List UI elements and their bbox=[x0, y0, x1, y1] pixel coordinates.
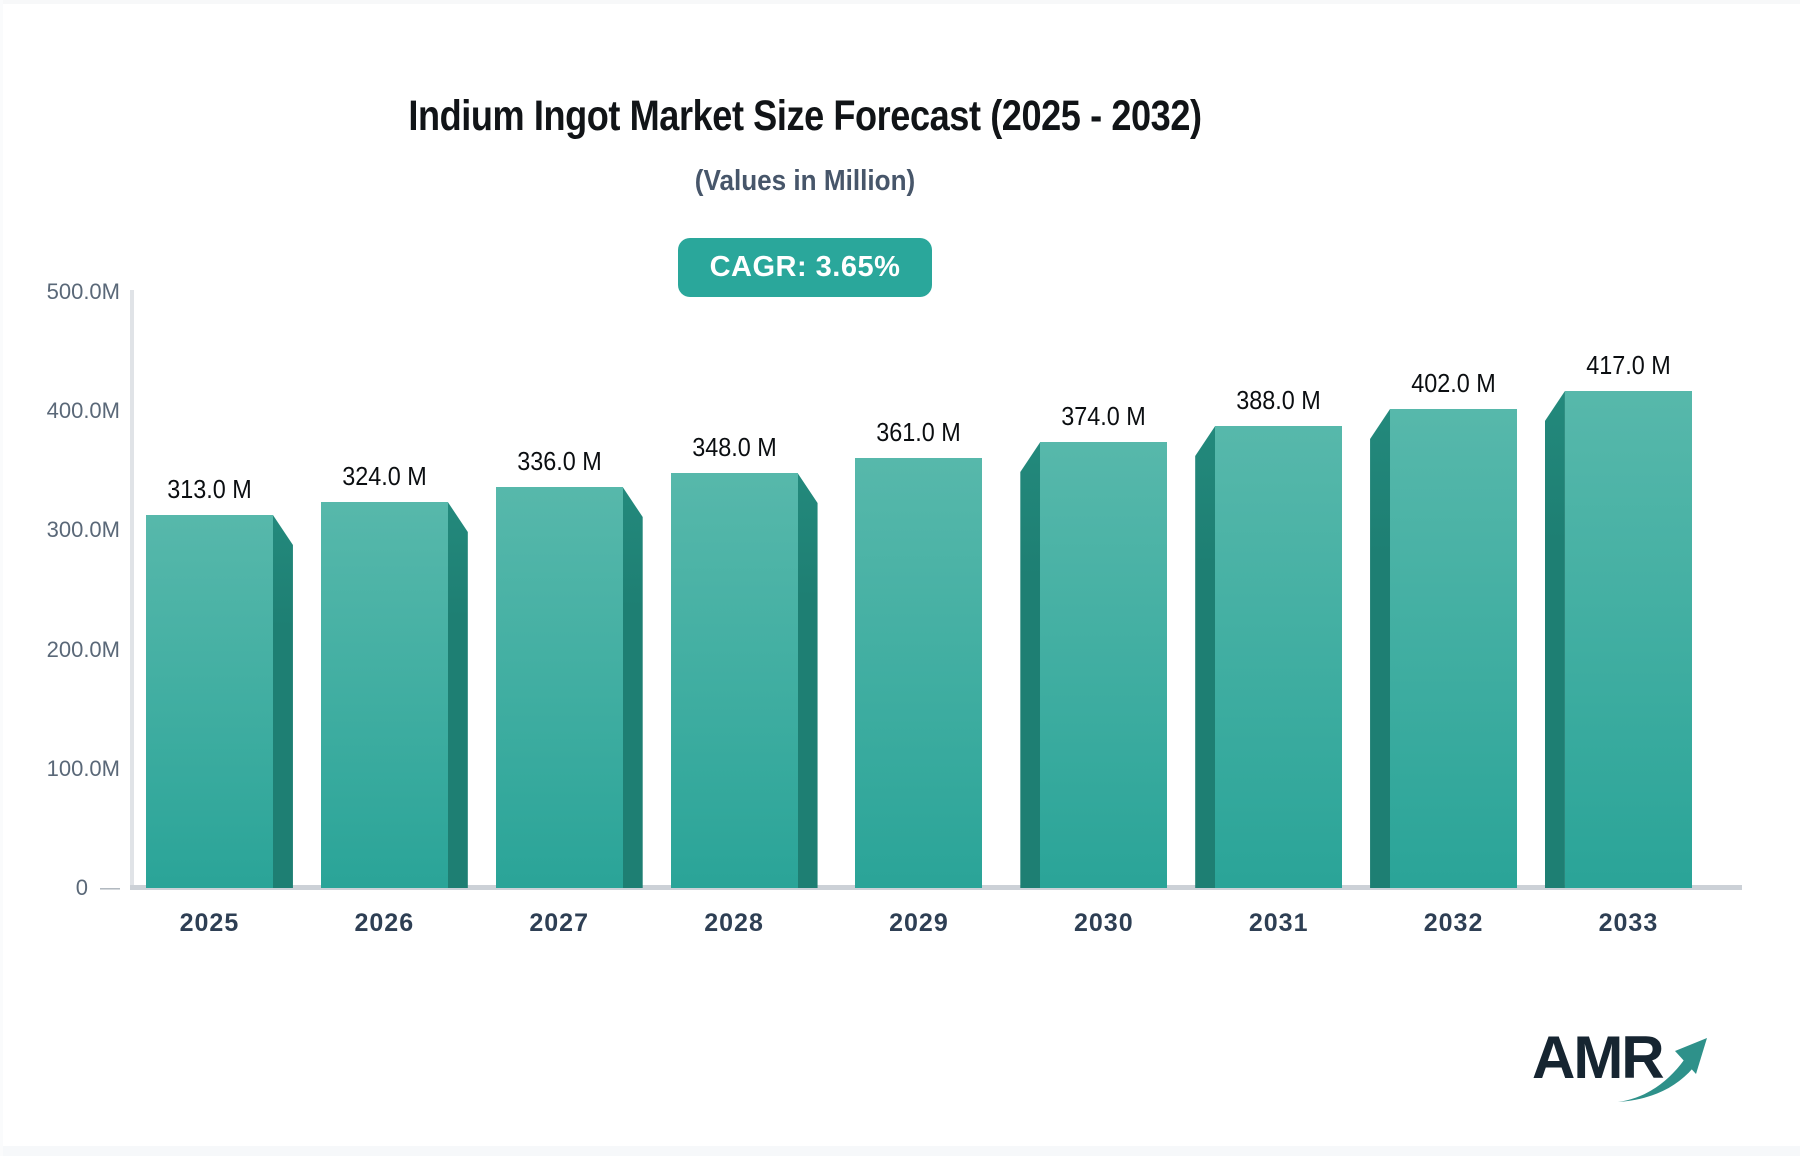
x-axis-label: 2029 bbox=[889, 909, 949, 937]
bar-side-face bbox=[1544, 391, 1565, 888]
zero-tick-dash: — bbox=[100, 877, 120, 899]
y-axis-label: 500.0M bbox=[46, 279, 120, 304]
bar-front-face bbox=[1390, 409, 1518, 888]
y-axis-label: 400.0M bbox=[46, 398, 120, 424]
growth-arrow-icon bbox=[1618, 1038, 1707, 1102]
bar-side-face bbox=[1195, 426, 1216, 888]
bar-side-face bbox=[622, 487, 643, 888]
bar-column-2028: 348.0 M 2028 bbox=[670, 292, 818, 937]
x-axis-label: 2028 bbox=[704, 909, 764, 937]
y-axis-line bbox=[130, 290, 134, 888]
chart-title: Indium Ingot Market Size Forecast (2025 … bbox=[408, 92, 1202, 140]
x-axis-label: 2030 bbox=[1074, 909, 1134, 937]
bar-2026 bbox=[320, 502, 468, 888]
bar-front-face bbox=[145, 515, 273, 888]
bar-value-label: 388.0 M bbox=[1236, 385, 1321, 415]
bar-value-label: 348.0 M bbox=[691, 432, 777, 462]
x-axis-label: 2031 bbox=[1248, 909, 1309, 937]
bar-column-2029: 361.0 M 2029 bbox=[845, 292, 992, 937]
bar-side-face bbox=[447, 502, 468, 888]
chart-header: Indium Ingot Market Size Forecast (2025 … bbox=[0, 0, 1610, 297]
bar-front-face bbox=[670, 473, 798, 888]
bar-2031 bbox=[1195, 426, 1343, 888]
bar-value-label: 324.0 M bbox=[342, 461, 427, 491]
bar-column-2033: 417.0 M 2033 bbox=[1544, 292, 1692, 937]
bar-column-2032: 402.0 M 2032 bbox=[1370, 292, 1518, 937]
chart-subtitle: (Values in Million) bbox=[694, 165, 916, 197]
bar-front-face bbox=[1215, 426, 1343, 888]
y-axis-label: 100.0M bbox=[46, 755, 120, 781]
bar-front-face bbox=[1040, 442, 1168, 888]
amr-logo-text: AMR bbox=[1532, 1024, 1665, 1091]
bar-side-face bbox=[797, 473, 818, 888]
bar-column-2030: 374.0 M 2030 bbox=[1020, 292, 1168, 937]
bar-value-label: 313.0 M bbox=[167, 474, 252, 504]
y-axis-label: 200.0M bbox=[46, 636, 120, 662]
bar-value-label: 402.0 M bbox=[1411, 368, 1496, 398]
x-axis-label: 2027 bbox=[529, 909, 589, 937]
x-axis-label: 2032 bbox=[1423, 909, 1484, 937]
bar-front-face bbox=[1564, 391, 1692, 888]
bar-side-face bbox=[272, 515, 293, 888]
bar-value-label: 374.0 M bbox=[1061, 401, 1147, 431]
bar-2027 bbox=[495, 487, 643, 888]
bar-2030 bbox=[1020, 442, 1168, 888]
x-axis-label: 2026 bbox=[354, 909, 415, 937]
y-axis-label: 0— bbox=[75, 875, 120, 900]
amr-logo: AMR bbox=[1532, 1028, 1762, 1138]
bar-column-2031: 388.0 M 2031 bbox=[1195, 292, 1343, 937]
page-edge-bottom bbox=[0, 1146, 1800, 1156]
bar-value-label: 336.0 M bbox=[516, 446, 602, 476]
bar-side-face bbox=[1020, 442, 1041, 888]
bar-value-label: 361.0 M bbox=[876, 417, 962, 447]
bar-front-face bbox=[320, 502, 448, 888]
page-edge-top bbox=[0, 0, 1800, 4]
cagr-badge: CAGR: 3.65% bbox=[677, 238, 933, 297]
bar-column-2027: 336.0 M 2027 bbox=[495, 292, 643, 937]
x-axis-label: 2033 bbox=[1598, 909, 1659, 937]
bar-column-2025: 313.0 M 2025 bbox=[145, 292, 293, 937]
y-axis-label: 300.0M bbox=[46, 517, 120, 543]
bar-column-2026: 324.0 M 2026 bbox=[320, 292, 468, 937]
bar-2028 bbox=[670, 473, 818, 888]
bar-front-face bbox=[495, 487, 623, 888]
bar-2029 bbox=[855, 458, 983, 888]
bar-2032 bbox=[1370, 409, 1518, 888]
bar-value-label: 417.0 M bbox=[1586, 350, 1671, 380]
bars: 313.0 M 2025 324.0 M 2026 336.0 M 2027 348.0 M… bbox=[132, 292, 1742, 937]
bar-front-face bbox=[855, 458, 983, 888]
page-edge-left bbox=[0, 0, 3, 1156]
bar-side-face bbox=[1370, 409, 1391, 888]
bar-2025 bbox=[145, 515, 293, 888]
bar-2033 bbox=[1544, 391, 1692, 888]
x-axis-label: 2025 bbox=[179, 909, 240, 937]
